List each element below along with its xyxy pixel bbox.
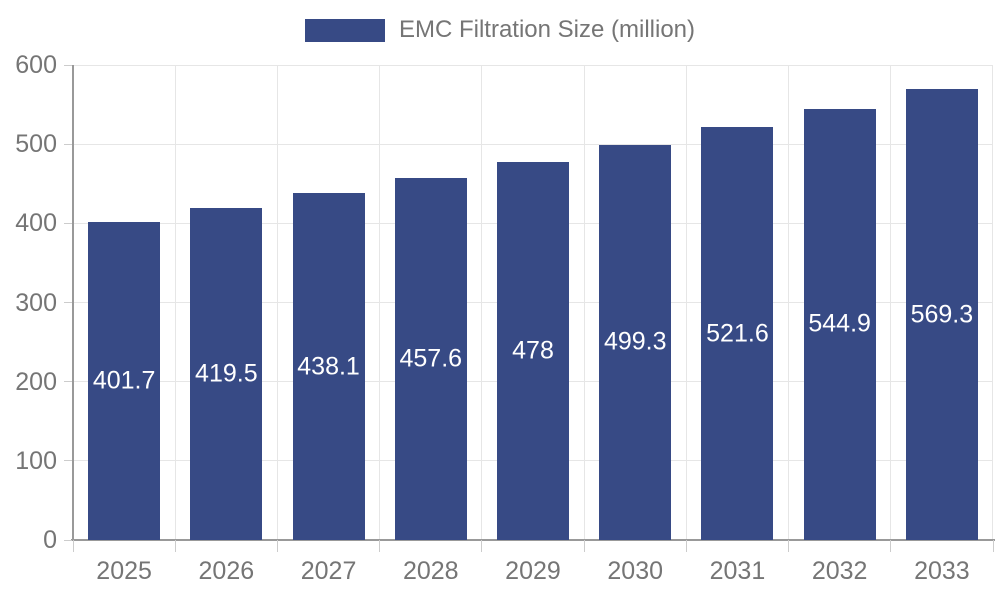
y-tick-label: 600 bbox=[15, 51, 57, 79]
x-tick-mark bbox=[583, 540, 585, 552]
x-tick-mark bbox=[788, 540, 790, 552]
x-gridline bbox=[992, 65, 993, 540]
bar bbox=[701, 127, 774, 540]
x-tick-mark bbox=[685, 540, 687, 552]
bar bbox=[190, 207, 263, 540]
bar bbox=[803, 108, 876, 540]
legend: EMC Filtration Size (million) bbox=[0, 16, 1000, 44]
x-gridline bbox=[583, 65, 585, 540]
bar-value-label: 457.6 bbox=[399, 344, 463, 373]
y-tick-mark bbox=[64, 222, 72, 224]
x-tick-label: 2031 bbox=[709, 557, 766, 585]
x-gridline bbox=[379, 65, 381, 540]
x-tick-mark bbox=[481, 540, 483, 552]
bar bbox=[599, 144, 672, 540]
x-tick-label: 2030 bbox=[607, 557, 664, 585]
legend-label: EMC Filtration Size (million) bbox=[398, 16, 696, 43]
x-tick-label: 2028 bbox=[402, 557, 459, 585]
y-tick-label: 100 bbox=[15, 446, 57, 475]
x-tick-label: 2029 bbox=[505, 557, 561, 585]
y-tick-mark bbox=[64, 64, 72, 66]
y-tick-mark bbox=[64, 302, 72, 303]
x-tick-mark bbox=[276, 540, 278, 552]
y-tick-mark bbox=[64, 539, 72, 541]
x-gridline bbox=[174, 65, 176, 540]
legend-swatch bbox=[304, 18, 385, 42]
bar-value-label: 499.3 bbox=[603, 327, 667, 356]
y-gridline bbox=[73, 64, 993, 66]
bar-value-label: 521.6 bbox=[706, 319, 769, 348]
y-tick-mark bbox=[64, 460, 72, 462]
y-axis-line bbox=[72, 65, 74, 540]
bar bbox=[394, 177, 467, 540]
x-tick-mark bbox=[72, 540, 74, 552]
y-tick-label: 300 bbox=[15, 288, 57, 317]
x-tick-label: 2027 bbox=[300, 557, 357, 585]
x-gridline bbox=[788, 65, 790, 540]
bar-value-label: 544.9 bbox=[808, 309, 871, 338]
bar-value-label: 401.7 bbox=[92, 366, 156, 395]
x-axis-line bbox=[71, 539, 995, 541]
x-gridline bbox=[481, 65, 483, 540]
y-tick-mark bbox=[64, 381, 72, 383]
x-tick-mark bbox=[379, 540, 381, 552]
x-gridline bbox=[685, 65, 687, 540]
x-tick-label: 2032 bbox=[811, 557, 868, 585]
y-tick-label: 200 bbox=[15, 367, 57, 396]
x-tick-mark bbox=[890, 540, 892, 552]
x-gridline bbox=[890, 65, 892, 540]
bar bbox=[292, 193, 365, 540]
x-tick-mark bbox=[992, 540, 994, 552]
bar-value-label: 419.5 bbox=[195, 359, 258, 388]
bar-value-label: 478 bbox=[512, 336, 554, 365]
bar bbox=[88, 222, 161, 540]
y-gridline bbox=[73, 143, 993, 145]
y-tick-mark bbox=[64, 143, 72, 145]
plot-area: 401.7 419.5 438.1 457.6 478 499.3 521.6 544.9 56… bbox=[71, 64, 995, 541]
y-tick-label: 500 bbox=[15, 130, 57, 159]
y-tick-label: 400 bbox=[15, 209, 57, 238]
y-tick-label: 0 bbox=[43, 526, 57, 554]
x-tick-mark bbox=[174, 540, 176, 552]
bar-value-label: 438.1 bbox=[297, 352, 360, 381]
x-tick-label: 2026 bbox=[198, 557, 255, 585]
bar bbox=[905, 89, 978, 540]
x-gridline bbox=[276, 65, 278, 540]
x-tick-label: 2033 bbox=[914, 557, 970, 585]
bar bbox=[497, 161, 569, 540]
bar-value-label: 569.3 bbox=[910, 300, 974, 329]
x-tick-label: 2025 bbox=[96, 557, 152, 585]
